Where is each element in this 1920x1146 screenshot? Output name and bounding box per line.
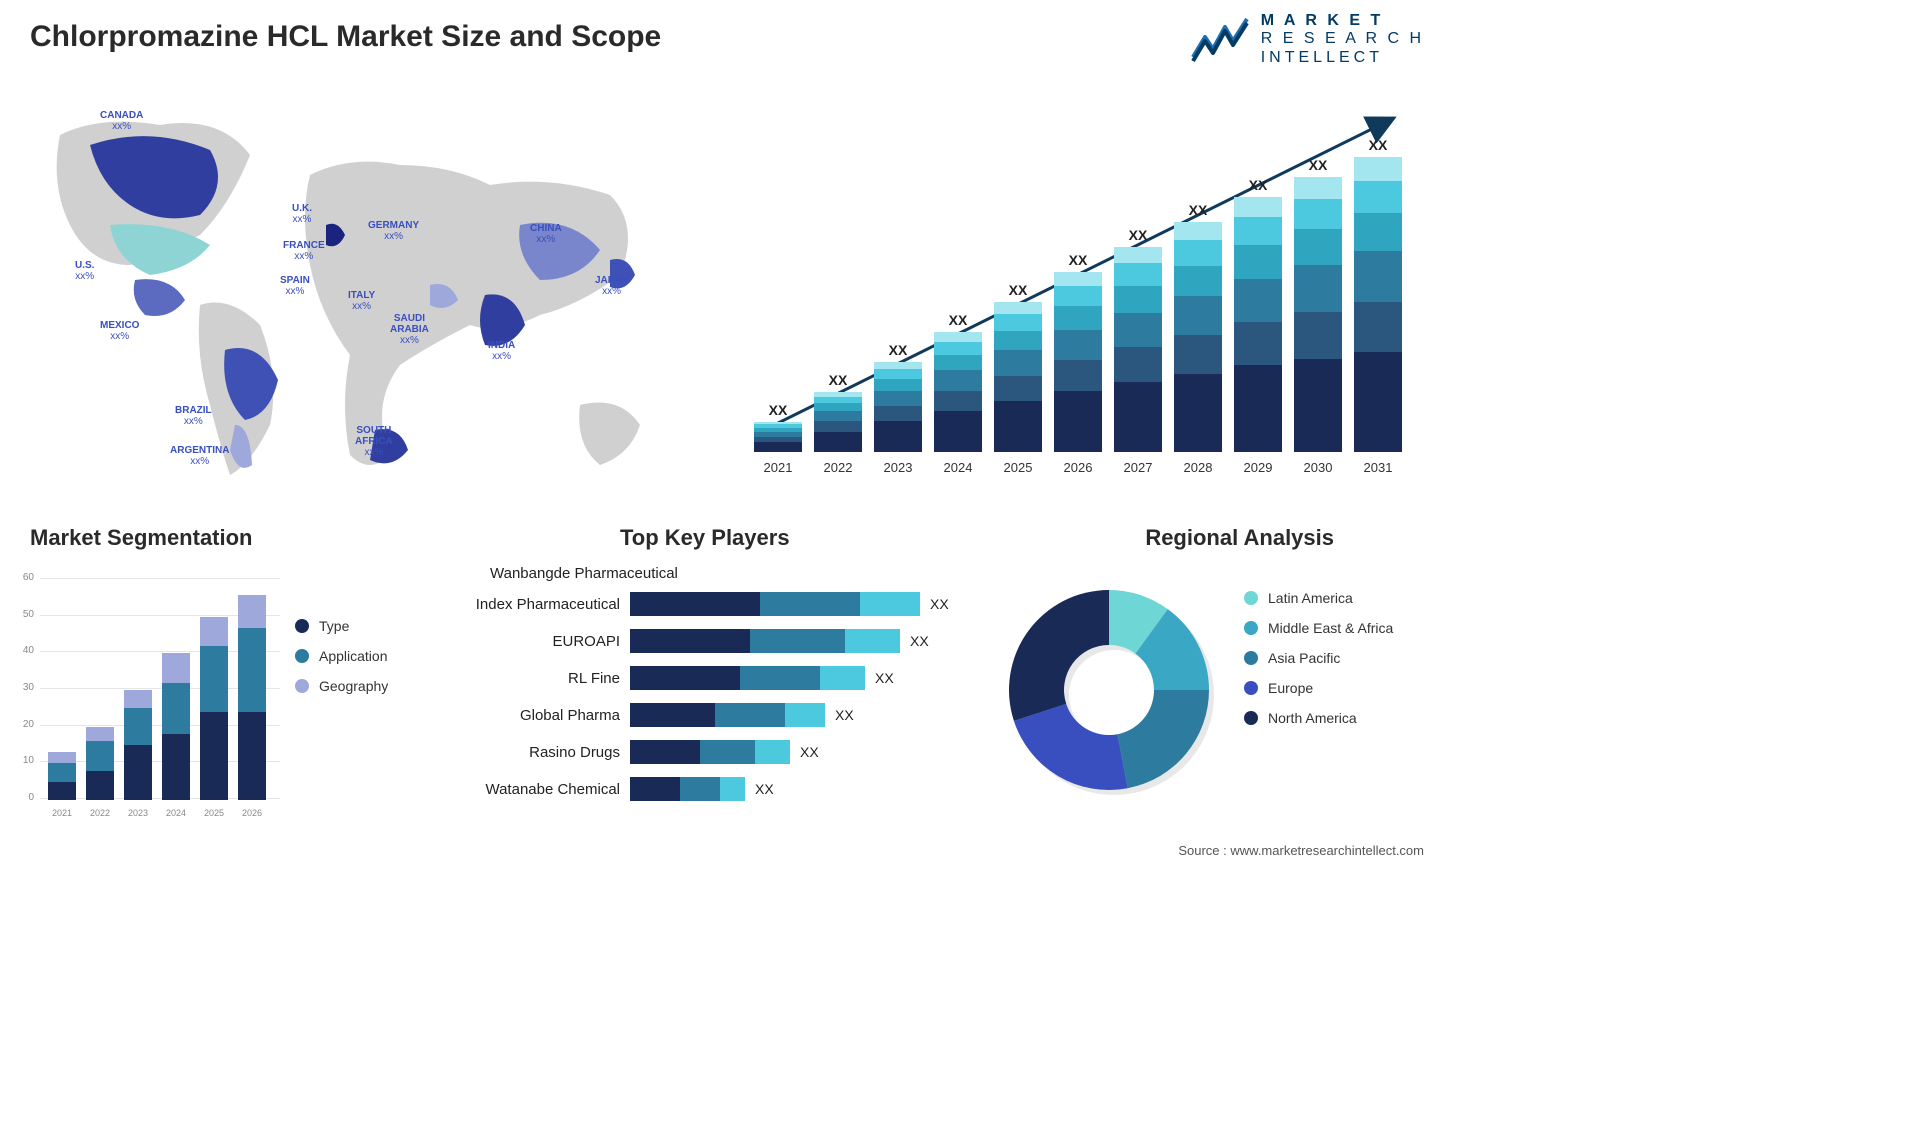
growth-xlabel: 2027 [1114,460,1162,475]
segmentation-legend: Type Application Geography [295,618,388,708]
world-map: CANADAxx% U.S.xx% MEXICOxx% BRAZILxx% ARGENT… [20,95,670,495]
map-label-uk: U.K.xx% [292,203,312,225]
growth-bar-2031 [1354,157,1402,452]
player-row: Index PharmaceuticalXX [450,586,980,622]
growth-xlabel: 2021 [754,460,802,475]
growth-xlabel: 2031 [1354,460,1402,475]
donut-legend-item: North America [1244,710,1414,726]
growth-bar-2024 [934,332,982,452]
seg-ytick: 10 [16,755,34,766]
map-label-spain: SPAINxx% [280,275,310,297]
map-svg [20,95,670,495]
growth-toplabel: XX [754,402,802,418]
seg-ytick: 20 [16,719,34,730]
seg-ytick: 40 [16,645,34,656]
seg-ytick: 30 [16,682,34,693]
growth-toplabel: XX [814,372,862,388]
seg-bar-2024 [162,653,190,800]
seg-xlabel: 2024 [162,808,190,818]
donut-legend-item: Middle East & Africa [1244,620,1414,636]
growth-bar-2027 [1114,247,1162,452]
growth-bar-2028 [1174,222,1222,452]
growth-xlabel: 2024 [934,460,982,475]
growth-xlabel: 2025 [994,460,1042,475]
map-label-china: CHINAxx% [530,223,562,245]
growth-xlabel: 2026 [1054,460,1102,475]
map-label-us: U.S.xx% [75,260,94,282]
player-row: Watanabe ChemicalXX [450,771,980,807]
segmentation-chart: 0102030405060 202120222023202420252026 [20,560,280,820]
growth-bar-2023 [874,362,922,452]
growth-toplabel: XX [1234,177,1282,193]
donut-legend-item: Asia Pacific [1244,650,1414,666]
growth-bar-2026 [1054,272,1102,452]
seg-xlabel: 2021 [48,808,76,818]
donut-legend-item: Europe [1244,680,1414,696]
map-label-mexico: MEXICOxx% [100,320,139,342]
growth-toplabel: XX [1294,157,1342,173]
seg-bar-2023 [124,690,152,800]
seg-bar-2022 [86,727,114,800]
logo-wave-icon [1191,17,1251,63]
brand-logo: M A R K E T R E S E A R C H INTELLECT [1191,12,1424,67]
growth-toplabel: XX [994,282,1042,298]
map-label-india: INDIAxx% [488,340,515,362]
map-label-italy: ITALYxx% [348,290,375,312]
seg-xlabel: 2023 [124,808,152,818]
source-attribution: Source : www.marketresearchintellect.com [1178,843,1424,858]
players-header: Top Key Players [620,525,790,551]
growth-xlabel: 2030 [1294,460,1342,475]
growth-toplabel: XX [1114,227,1162,243]
growth-toplabel: XX [1354,137,1402,153]
growth-xlabel: 2028 [1174,460,1222,475]
seg-bar-2021 [48,752,76,800]
growth-bar-2025 [994,302,1042,452]
player-extra-top: Wanbangde Pharmaceutical [490,565,980,582]
seg-xlabel: 2025 [200,808,228,818]
map-label-canada: CANADAxx% [100,110,143,132]
map-label-saudiarabia: SAUDIARABIAxx% [390,313,429,346]
seg-legend-item: Geography [295,678,388,694]
map-label-france: FRANCExx% [283,240,325,262]
regional-legend: Latin America Middle East & Africa Asia Pa… [1244,590,1414,740]
growth-toplabel: XX [874,342,922,358]
growth-bar-chart: 2021 XX 2022 XX 2023 XX 2024 XX 2025 XX 2026 XX 2027… [754,100,1414,480]
growth-bar-2029 [1234,197,1282,452]
map-label-argentina: ARGENTINAxx% [170,445,229,467]
growth-xlabel: 2023 [874,460,922,475]
growth-toplabel: XX [1174,202,1222,218]
seg-bar-2025 [200,617,228,800]
seg-ytick: 60 [16,572,34,583]
growth-toplabel: XX [934,312,982,328]
seg-legend-item: Type [295,618,388,634]
seg-legend-item: Application [295,648,388,664]
growth-toplabel: XX [1054,252,1102,268]
player-row: Rasino DrugsXX [450,734,980,770]
regional-header: Regional Analysis [1145,525,1334,551]
logo-text: M A R K E T R E S E A R C H INTELLECT [1261,12,1424,67]
map-label-japan: JAPANxx% [595,275,628,297]
seg-ytick: 50 [16,609,34,620]
map-label-southafrica: SOUTHAFRICAxx% [355,425,393,458]
player-row: EUROAPIXX [450,623,980,659]
growth-bar-2021 [754,422,802,452]
player-row: RL FineXX [450,660,980,696]
donut-legend-item: Latin America [1244,590,1414,606]
map-label-germany: GERMANYxx% [368,220,419,242]
players-chart: Wanbangde Pharmaceutical Index Pharmaceu… [450,565,980,808]
segmentation-header: Market Segmentation [30,525,253,551]
regional-donut [994,575,1224,805]
growth-xlabel: 2029 [1234,460,1282,475]
player-row: Global PharmaXX [450,697,980,733]
map-label-brazil: BRAZILxx% [175,405,212,427]
growth-bar-2030 [1294,177,1342,452]
seg-bar-2026 [238,595,266,800]
page-title: Chlorpromazine HCL Market Size and Scope [30,20,661,54]
growth-bar-2022 [814,392,862,452]
seg-xlabel: 2026 [238,808,266,818]
seg-xlabel: 2022 [86,808,114,818]
growth-xlabel: 2022 [814,460,862,475]
seg-ytick: 0 [16,792,34,803]
